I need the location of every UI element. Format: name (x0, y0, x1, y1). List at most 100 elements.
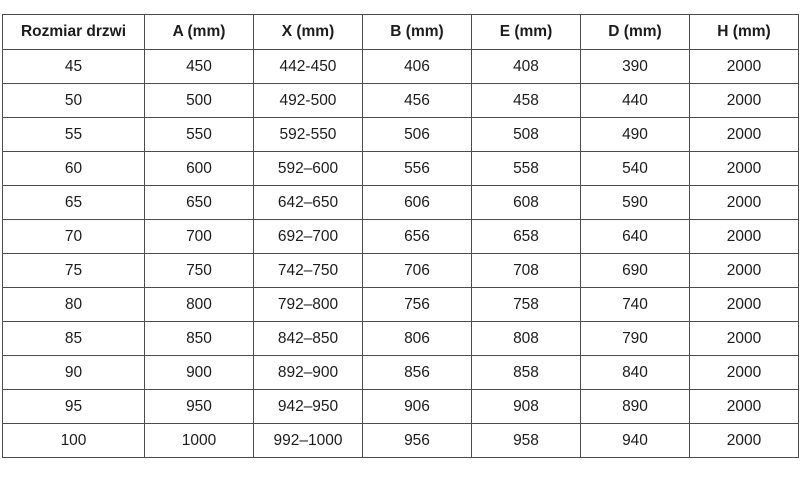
table-row: 70 700 692–700 656 658 640 2000 (2, 219, 799, 254)
table-cell: 606 (362, 185, 472, 220)
table-cell: 2000 (689, 49, 799, 84)
door-size-table: Rozmiar drzwi A (mm) X (mm) B (mm) E (mm) D (… (2, 14, 799, 458)
table-row: 50 500 492-500 456 458 440 2000 (2, 83, 799, 118)
table-row: 55 550 592-550 506 508 490 2000 (2, 117, 799, 152)
table-cell: 650 (144, 185, 254, 220)
table-cell: 406 (362, 49, 472, 84)
table-row: 80 800 792–800 756 758 740 2000 (2, 287, 799, 322)
table-cell: 690 (580, 253, 690, 288)
table-cell: 90 (2, 355, 145, 390)
table-cell: 942–950 (253, 389, 363, 424)
table-cell: 550 (144, 117, 254, 152)
table-cell: 940 (580, 423, 690, 458)
table-cell: 408 (471, 49, 581, 84)
table-cell: 800 (144, 287, 254, 322)
table-cell: 508 (471, 117, 581, 152)
table-cell: 806 (362, 321, 472, 356)
table-cell: 456 (362, 83, 472, 118)
table-row: 100 1000 992–1000 956 958 940 2000 (2, 423, 799, 458)
table-cell: 2000 (689, 83, 799, 118)
table-cell: 856 (362, 355, 472, 390)
table-body: 45 450 442-450 406 408 390 2000 50 500 492-500 456… (2, 49, 799, 458)
table-cell: 440 (580, 83, 690, 118)
table-row: 45 450 442-450 406 408 390 2000 (2, 49, 799, 84)
column-header: B (mm) (362, 14, 472, 50)
table-cell: 450 (144, 49, 254, 84)
header-row: Rozmiar drzwi A (mm) X (mm) B (mm) E (mm) D (… (2, 14, 799, 50)
table-cell: 2000 (689, 355, 799, 390)
column-header: X (mm) (253, 14, 363, 50)
table-cell: 658 (471, 219, 581, 254)
table-cell: 906 (362, 389, 472, 424)
table-cell: 442-450 (253, 49, 363, 84)
column-header: H (mm) (689, 14, 799, 50)
table-cell: 792–800 (253, 287, 363, 322)
table-cell: 700 (144, 219, 254, 254)
table-cell: 590 (580, 185, 690, 220)
table-cell: 458 (471, 83, 581, 118)
table-cell: 858 (471, 355, 581, 390)
table-cell: 556 (362, 151, 472, 186)
table-cell: 95 (2, 389, 145, 424)
table-row: 60 600 592–600 556 558 540 2000 (2, 151, 799, 186)
table-cell: 642–650 (253, 185, 363, 220)
table-cell: 558 (471, 151, 581, 186)
table-cell: 80 (2, 287, 145, 322)
table-cell: 50 (2, 83, 145, 118)
table-cell: 740 (580, 287, 690, 322)
table-cell: 2000 (689, 117, 799, 152)
table-cell: 492-500 (253, 83, 363, 118)
table-cell: 70 (2, 219, 145, 254)
table-cell: 2000 (689, 253, 799, 288)
table-cell: 500 (144, 83, 254, 118)
table-cell: 2000 (689, 321, 799, 356)
table-cell: 640 (580, 219, 690, 254)
table-cell: 756 (362, 287, 472, 322)
table-cell: 758 (471, 287, 581, 322)
column-header: Rozmiar drzwi (2, 14, 145, 50)
table-cell: 808 (471, 321, 581, 356)
table-cell: 950 (144, 389, 254, 424)
table-cell: 592–600 (253, 151, 363, 186)
column-header: D (mm) (580, 14, 690, 50)
table-cell: 390 (580, 49, 690, 84)
table-cell: 992–1000 (253, 423, 363, 458)
door-size-table-container: Rozmiar drzwi A (mm) X (mm) B (mm) E (mm) D (… (2, 14, 799, 458)
table-cell: 958 (471, 423, 581, 458)
table-cell: 750 (144, 253, 254, 288)
table-cell: 490 (580, 117, 690, 152)
table-cell: 85 (2, 321, 145, 356)
table-row: 65 650 642–650 606 608 590 2000 (2, 185, 799, 220)
table-cell: 956 (362, 423, 472, 458)
table-cell: 75 (2, 253, 145, 288)
table-row: 75 750 742–750 706 708 690 2000 (2, 253, 799, 288)
table-cell: 1000 (144, 423, 254, 458)
table-cell: 706 (362, 253, 472, 288)
table-cell: 60 (2, 151, 145, 186)
table-cell: 608 (471, 185, 581, 220)
table-cell: 65 (2, 185, 145, 220)
table-cell: 2000 (689, 389, 799, 424)
column-header: A (mm) (144, 14, 254, 50)
table-cell: 742–750 (253, 253, 363, 288)
column-header: E (mm) (471, 14, 581, 50)
table-cell: 890 (580, 389, 690, 424)
table-cell: 908 (471, 389, 581, 424)
table-cell: 600 (144, 151, 254, 186)
table-cell: 656 (362, 219, 472, 254)
table-header: Rozmiar drzwi A (mm) X (mm) B (mm) E (mm) D (… (2, 14, 799, 50)
table-cell: 2000 (689, 185, 799, 220)
table-cell: 506 (362, 117, 472, 152)
table-cell: 692–700 (253, 219, 363, 254)
table-cell: 790 (580, 321, 690, 356)
table-cell: 900 (144, 355, 254, 390)
table-cell: 850 (144, 321, 254, 356)
table-cell: 540 (580, 151, 690, 186)
table-cell: 2000 (689, 423, 799, 458)
table-cell: 45 (2, 49, 145, 84)
table-cell: 100 (2, 423, 145, 458)
table-cell: 2000 (689, 219, 799, 254)
table-row: 85 850 842–850 806 808 790 2000 (2, 321, 799, 356)
table-cell: 708 (471, 253, 581, 288)
table-cell: 842–850 (253, 321, 363, 356)
